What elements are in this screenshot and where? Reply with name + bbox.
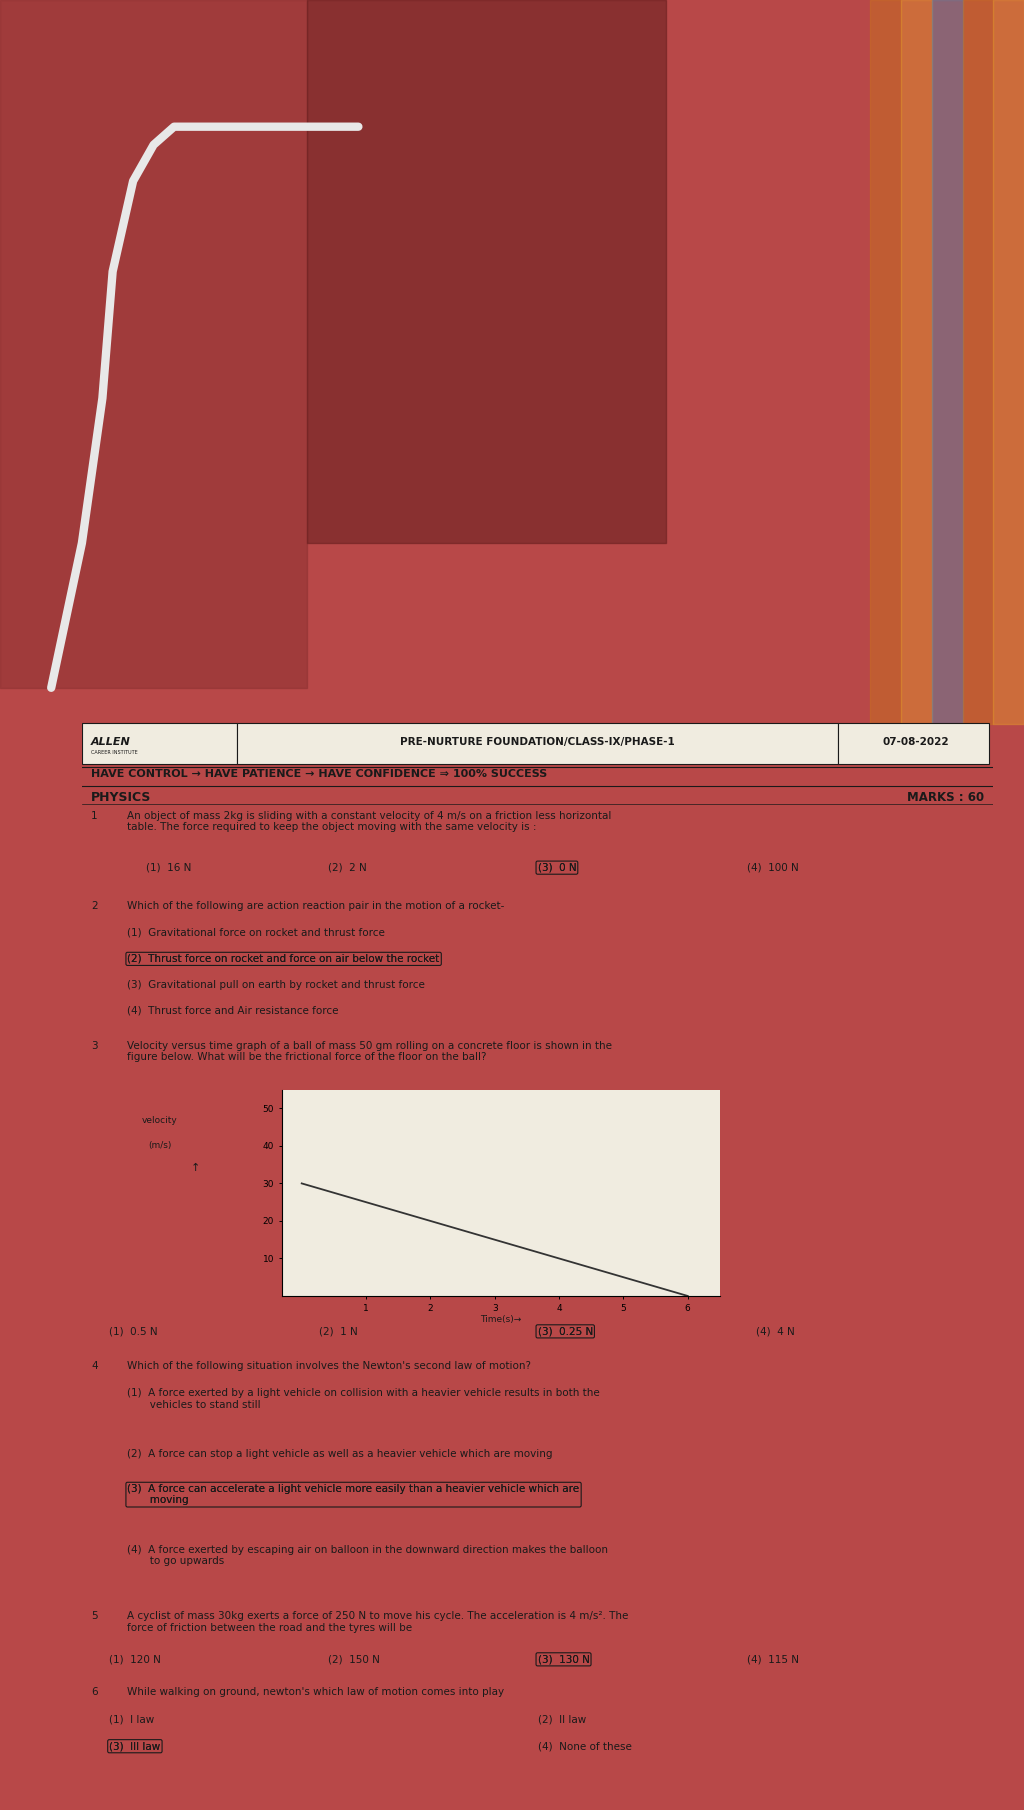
Text: (1)  I law: (1) I law — [110, 1714, 155, 1725]
Text: (4)  4 N: (4) 4 N — [757, 1327, 795, 1336]
Text: (1)  A force exerted by a light vehicle on collision with a heavier vehicle resu: (1) A force exerted by a light vehicle o… — [127, 1388, 600, 1410]
Text: (1)  0.5 N: (1) 0.5 N — [110, 1327, 158, 1336]
Text: (1)  120 N: (1) 120 N — [110, 1654, 161, 1665]
Text: (4)  A force exerted by escaping air on balloon in the downward direction makes : (4) A force exerted by escaping air on b… — [127, 1544, 608, 1566]
Text: 4: 4 — [91, 1361, 97, 1372]
Text: 5: 5 — [91, 1611, 97, 1622]
Text: (3)  A force can accelerate a light vehicle more easily than a heavier vehicle w: (3) A force can accelerate a light vehic… — [127, 1484, 580, 1506]
Text: (3)  0.25 N: (3) 0.25 N — [538, 1327, 593, 1336]
Text: (3)  A force can accelerate a light vehicle more easily than a heavier vehicle w: (3) A force can accelerate a light vehic… — [127, 1484, 580, 1506]
Text: (3)  Gravitational pull on earth by rocket and thrust force: (3) Gravitational pull on earth by rocke… — [127, 979, 425, 990]
Text: (2)  A force can stop a light vehicle as well as a heavier vehicle which are mov: (2) A force can stop a light vehicle as … — [127, 1450, 553, 1459]
FancyBboxPatch shape — [82, 722, 237, 764]
Text: (3)  0 N: (3) 0 N — [538, 863, 577, 872]
Text: CAREER INSTITUTE: CAREER INSTITUTE — [91, 749, 138, 755]
Text: (1)  Gravitational force on rocket and thrust force: (1) Gravitational force on rocket and th… — [127, 929, 385, 938]
Text: (3)  130 N: (3) 130 N — [538, 1654, 590, 1665]
Text: 1: 1 — [91, 811, 97, 820]
Text: ↑: ↑ — [190, 1164, 200, 1173]
Text: An object of mass 2kg is sliding with a constant velocity of 4 m/s on a friction: An object of mass 2kg is sliding with a … — [127, 811, 612, 833]
Text: (2)  II law: (2) II law — [538, 1714, 586, 1725]
Text: Velocity versus time graph of a ball of mass 50 gm rolling on a concrete floor i: Velocity versus time graph of a ball of … — [127, 1041, 612, 1062]
Text: While walking on ground, newton's which law of motion comes into play: While walking on ground, newton's which … — [127, 1687, 505, 1698]
Text: (2)  Thrust force on rocket and force on air below the rocket: (2) Thrust force on rocket and force on … — [127, 954, 439, 965]
Text: (3)  III law: (3) III law — [110, 1741, 161, 1752]
Text: (4)  None of these: (4) None of these — [538, 1741, 632, 1752]
Text: PHYSICS: PHYSICS — [91, 791, 152, 804]
Text: PRE-NURTURE FOUNDATION/CLASS-IX/PHASE-1: PRE-NURTURE FOUNDATION/CLASS-IX/PHASE-1 — [400, 737, 675, 748]
Text: HAVE CONTROL → HAVE PATIENCE → HAVE CONFIDENCE ⇒ 100% SUCCESS: HAVE CONTROL → HAVE PATIENCE → HAVE CONF… — [91, 769, 547, 780]
Text: (2)  1 N: (2) 1 N — [318, 1327, 357, 1336]
Text: velocity: velocity — [142, 1117, 178, 1126]
Text: Which of the following are action reaction pair in the motion of a rocket-: Which of the following are action reacti… — [127, 901, 505, 910]
FancyBboxPatch shape — [839, 722, 989, 764]
Text: MARKS : 60: MARKS : 60 — [907, 791, 984, 804]
Text: 2: 2 — [91, 901, 97, 910]
Text: 3: 3 — [91, 1041, 97, 1052]
Text: (m/s): (m/s) — [148, 1140, 172, 1149]
Text: A cyclist of mass 30kg exerts a force of 250 N to move his cycle. The accelerati: A cyclist of mass 30kg exerts a force of… — [127, 1611, 629, 1633]
Text: (3)  III law: (3) III law — [110, 1741, 161, 1752]
Text: 07-08-2022: 07-08-2022 — [883, 737, 949, 748]
Text: (3)  0 N: (3) 0 N — [538, 863, 577, 872]
Text: (4)  100 N: (4) 100 N — [748, 863, 799, 872]
Text: (3)  130 N: (3) 130 N — [538, 1654, 590, 1665]
FancyBboxPatch shape — [237, 722, 839, 764]
X-axis label: Time(s)→: Time(s)→ — [480, 1314, 522, 1323]
Text: (2)  2 N: (2) 2 N — [328, 863, 367, 872]
Text: 6: 6 — [91, 1687, 97, 1698]
Text: Which of the following situation involves the Newton's second law of motion?: Which of the following situation involve… — [127, 1361, 531, 1372]
Text: (1)  16 N: (1) 16 N — [145, 863, 191, 872]
Text: ALLEN: ALLEN — [91, 737, 131, 748]
Text: (2)  Thrust force on rocket and force on air below the rocket: (2) Thrust force on rocket and force on … — [127, 954, 439, 965]
Text: (3)  0.25 N: (3) 0.25 N — [538, 1327, 593, 1336]
Text: (4)  115 N: (4) 115 N — [748, 1654, 799, 1665]
Text: (4)  Thrust force and Air resistance force: (4) Thrust force and Air resistance forc… — [127, 1006, 339, 1015]
Text: (2)  150 N: (2) 150 N — [328, 1654, 380, 1665]
